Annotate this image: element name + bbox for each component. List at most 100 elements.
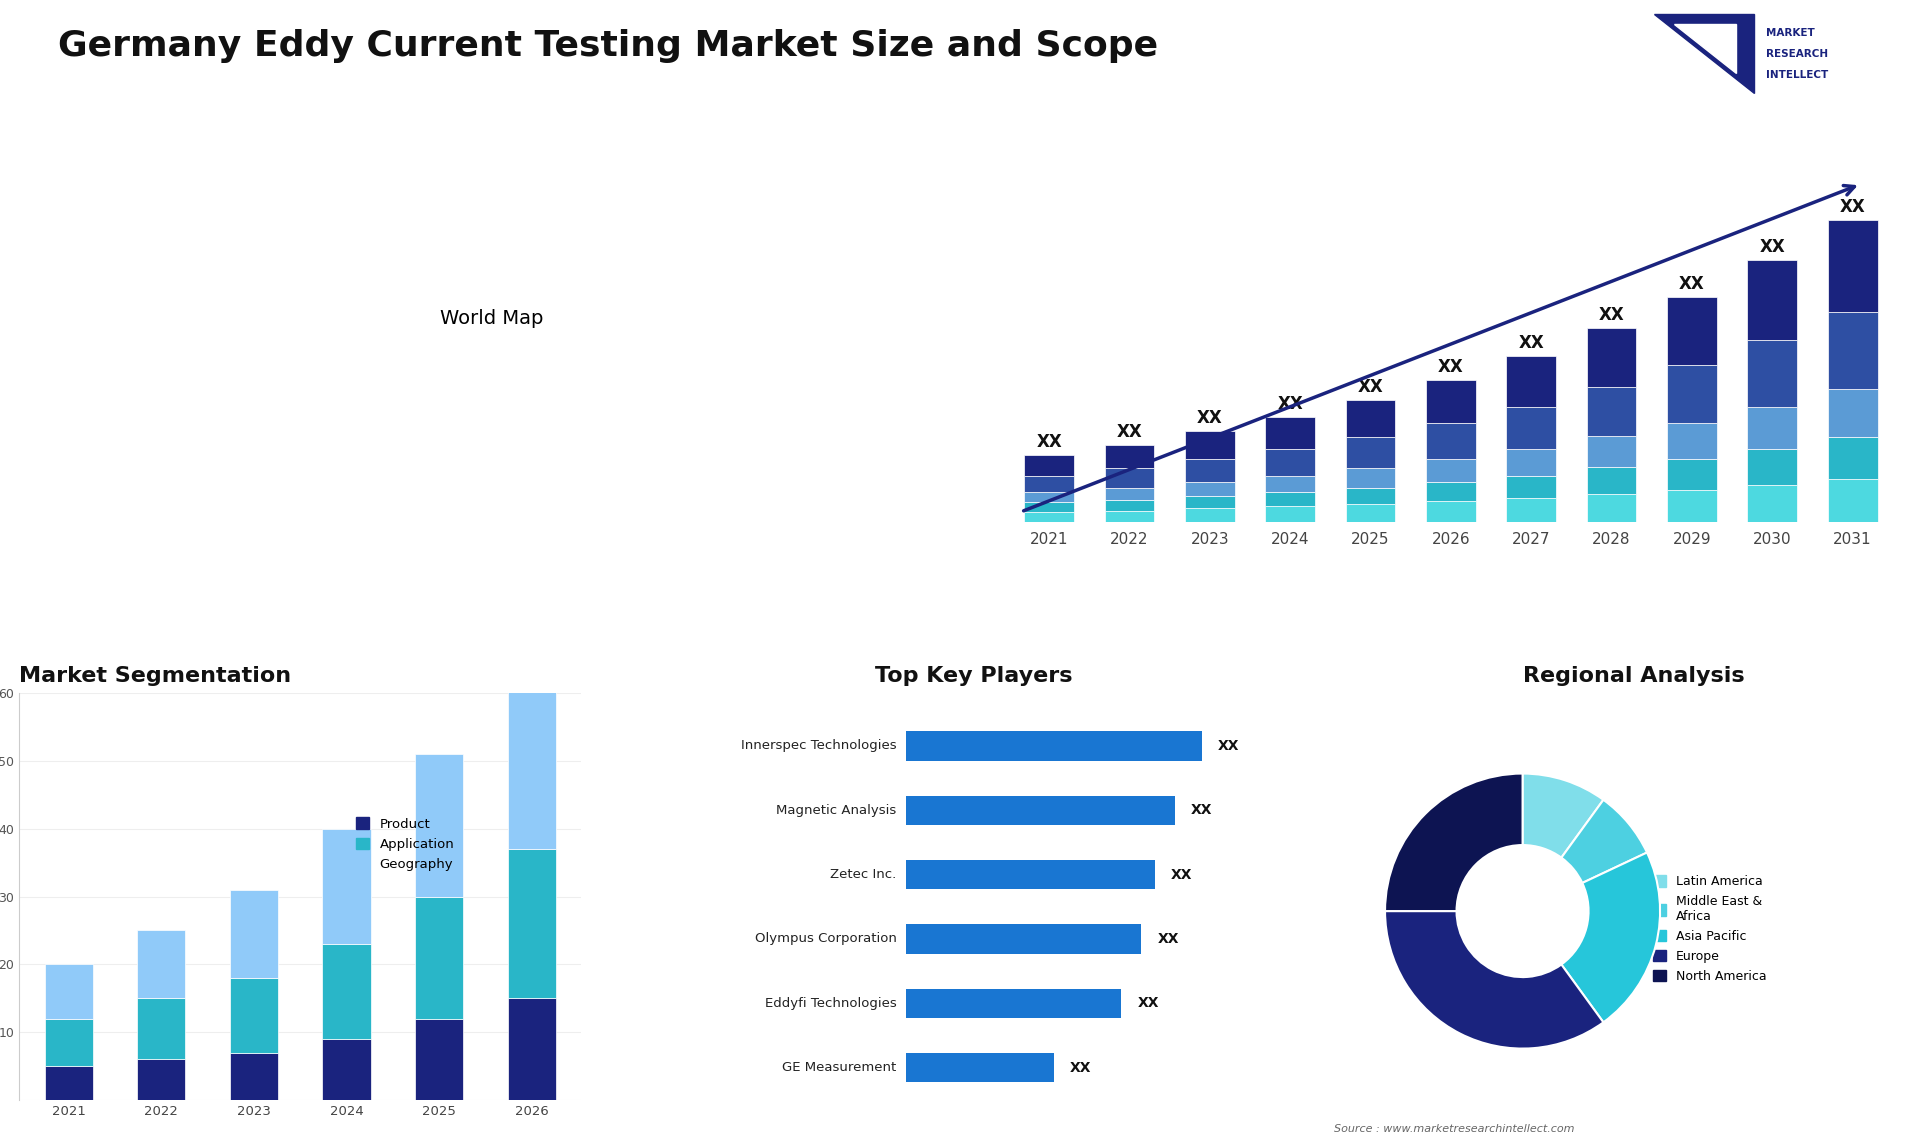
Bar — [1265, 492, 1315, 507]
Bar — [1265, 417, 1315, 449]
Text: XX: XX — [1171, 868, 1192, 881]
Text: INTELLECT: INTELLECT — [1766, 70, 1828, 80]
Bar — [1507, 476, 1555, 499]
Bar — [1427, 460, 1476, 481]
Bar — [1586, 387, 1636, 437]
FancyBboxPatch shape — [906, 924, 1142, 953]
Bar — [1265, 476, 1315, 492]
Bar — [1346, 400, 1396, 438]
Bar — [1346, 469, 1396, 488]
Bar — [1586, 437, 1636, 468]
Bar — [230, 1053, 278, 1100]
Bar — [507, 680, 555, 849]
Bar — [1427, 379, 1476, 423]
Bar — [1828, 438, 1878, 479]
Bar — [415, 896, 463, 1019]
Bar — [1265, 507, 1315, 521]
FancyBboxPatch shape — [906, 860, 1156, 889]
Text: XX: XX — [1277, 394, 1304, 413]
Legend: Latin America, Middle East &
Africa, Asia Pacific, Europe, North America: Latin America, Middle East & Africa, Asi… — [1651, 873, 1768, 986]
Text: Eddyfi Technologies: Eddyfi Technologies — [764, 997, 897, 1010]
Bar — [1747, 449, 1797, 485]
Bar — [323, 944, 371, 1039]
Wedge shape — [1561, 800, 1647, 882]
Bar — [138, 1059, 186, 1100]
Text: Zetec Inc.: Zetec Inc. — [829, 868, 897, 881]
FancyBboxPatch shape — [906, 795, 1175, 825]
Text: XX: XX — [1599, 306, 1624, 324]
Text: Market Segmentation: Market Segmentation — [19, 666, 292, 685]
Text: Source : www.marketresearchintellect.com: Source : www.marketresearchintellect.com — [1334, 1124, 1574, 1135]
Bar — [1023, 492, 1073, 502]
Bar — [415, 1019, 463, 1100]
Title: Regional Analysis: Regional Analysis — [1523, 666, 1745, 685]
Polygon shape — [1653, 14, 1755, 93]
Bar — [1667, 298, 1716, 366]
Bar — [1667, 490, 1716, 521]
Bar — [1828, 220, 1878, 312]
FancyBboxPatch shape — [906, 989, 1121, 1018]
Bar — [1346, 504, 1396, 521]
Text: XX: XX — [1217, 739, 1240, 753]
Bar — [1828, 388, 1878, 438]
Text: Germany Eddy Current Testing Market Size and Scope: Germany Eddy Current Testing Market Size… — [58, 29, 1158, 63]
Bar — [1185, 496, 1235, 509]
Bar — [44, 965, 92, 1019]
Bar — [1104, 445, 1154, 469]
Bar — [1104, 469, 1154, 488]
Bar — [1507, 499, 1555, 521]
Bar — [1507, 449, 1555, 476]
Bar — [138, 998, 186, 1059]
Text: XX: XX — [1117, 423, 1142, 440]
Text: RESEARCH: RESEARCH — [1766, 49, 1828, 60]
Bar — [1185, 509, 1235, 521]
Bar — [1185, 481, 1235, 496]
Text: XX: XX — [1196, 409, 1223, 427]
Bar — [507, 849, 555, 998]
Text: Olympus Corporation: Olympus Corporation — [755, 933, 897, 945]
FancyBboxPatch shape — [906, 731, 1202, 761]
Wedge shape — [1561, 853, 1661, 1022]
Bar — [415, 754, 463, 896]
Bar — [1747, 407, 1797, 449]
Bar — [1586, 468, 1636, 494]
Bar — [1828, 312, 1878, 388]
Text: XX: XX — [1678, 275, 1705, 293]
Bar — [230, 978, 278, 1053]
Text: XX: XX — [1190, 803, 1213, 817]
Text: XX: XX — [1158, 932, 1179, 945]
Bar — [230, 889, 278, 978]
Text: XX: XX — [1759, 238, 1786, 257]
Wedge shape — [1523, 774, 1603, 857]
Bar — [323, 829, 371, 944]
Bar — [323, 1039, 371, 1100]
Bar — [1104, 488, 1154, 501]
Bar — [44, 1066, 92, 1100]
Bar — [1427, 481, 1476, 501]
Bar — [1667, 460, 1716, 490]
Text: Innerspec Technologies: Innerspec Technologies — [741, 739, 897, 752]
Bar — [1023, 502, 1073, 511]
Text: XX: XX — [1037, 433, 1062, 450]
Title: Top Key Players: Top Key Players — [876, 666, 1073, 685]
Wedge shape — [1384, 911, 1603, 1049]
Bar — [1507, 356, 1555, 407]
Polygon shape — [1674, 24, 1736, 73]
Text: GE Measurement: GE Measurement — [781, 1061, 897, 1074]
Text: XX: XX — [1839, 198, 1866, 217]
Text: XX: XX — [1137, 996, 1160, 1011]
Bar — [507, 998, 555, 1100]
Bar — [1667, 366, 1716, 423]
Text: Magnetic Analysis: Magnetic Analysis — [776, 803, 897, 817]
Bar — [1104, 501, 1154, 510]
Bar — [1828, 479, 1878, 521]
Bar — [1346, 438, 1396, 469]
Wedge shape — [1384, 774, 1523, 911]
Text: XX: XX — [1438, 358, 1463, 376]
Bar — [1507, 407, 1555, 449]
Text: World Map: World Map — [440, 308, 543, 328]
FancyBboxPatch shape — [906, 1053, 1054, 1082]
Bar — [1667, 423, 1716, 460]
Legend: Product, Application, Geography: Product, Application, Geography — [351, 814, 459, 874]
Bar — [1265, 449, 1315, 476]
